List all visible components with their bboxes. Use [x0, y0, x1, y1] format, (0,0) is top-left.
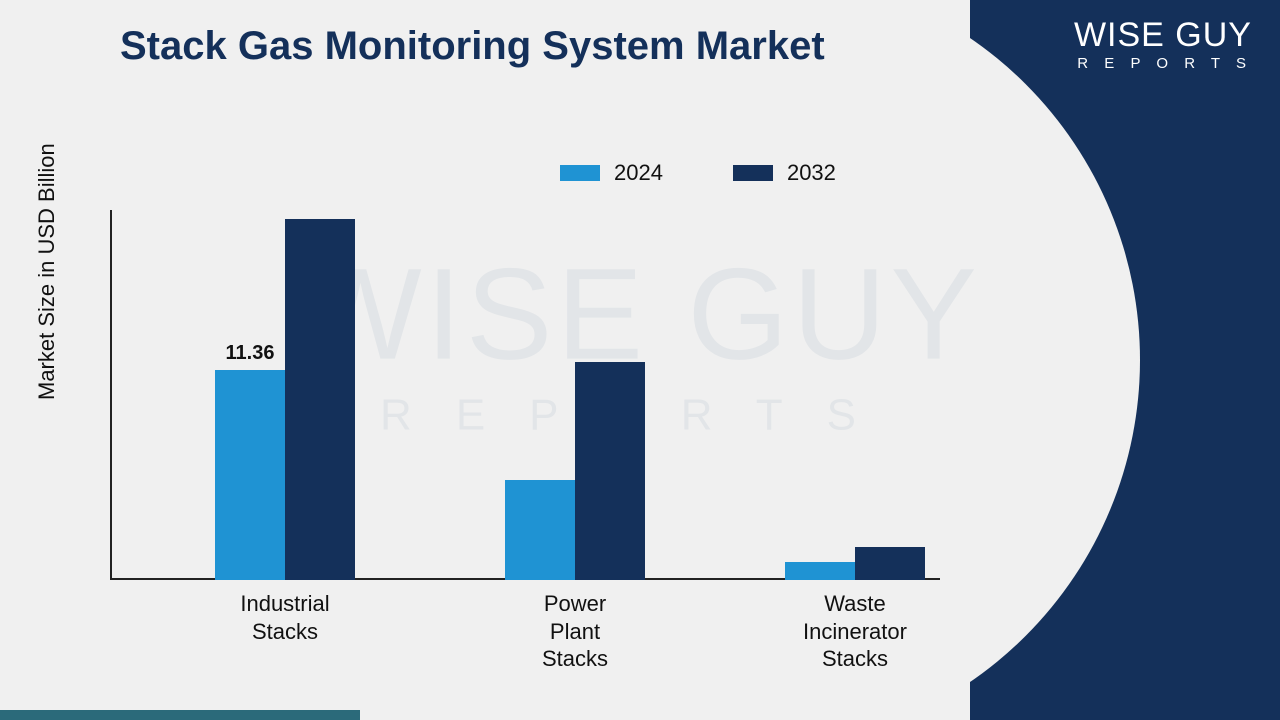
bar	[505, 480, 575, 580]
legend-item-2032: 2032	[733, 160, 836, 186]
plot-area: 11.36	[110, 210, 940, 580]
bar-value-label: 11.36	[226, 342, 275, 365]
legend-label-2032: 2032	[787, 160, 836, 186]
y-axis-line	[110, 210, 112, 580]
brand-logo: WISE GUY R E P O R T S	[1074, 18, 1252, 71]
bar	[285, 219, 355, 580]
bar-group	[770, 547, 940, 580]
chart-title: Stack Gas Monitoring System Market	[120, 24, 825, 69]
bar	[785, 562, 855, 581]
bottom-accent-bar	[0, 710, 360, 720]
legend-label-2024: 2024	[614, 160, 663, 186]
chart-canvas: WISE GUY REPORTS Stack Gas Monitoring Sy…	[0, 0, 1280, 720]
bar	[575, 362, 645, 580]
legend-item-2024: 2024	[560, 160, 663, 186]
y-axis-label: Market Size in USD Billion	[34, 143, 60, 400]
bar	[855, 547, 925, 580]
x-axis-labels: IndustrialStacksPowerPlantStacksWasteInc…	[110, 582, 940, 692]
legend-swatch-2024	[560, 165, 600, 181]
brand-panel	[970, 0, 1280, 720]
x-tick-label: PowerPlantStacks	[485, 590, 665, 673]
bar: 11.36	[215, 370, 285, 580]
brand-name: WISE GUY	[1074, 18, 1252, 52]
legend: 2024 2032	[560, 160, 836, 186]
bar-group	[490, 362, 660, 580]
x-tick-label: IndustrialStacks	[195, 590, 375, 645]
brand-sub: R E P O R T S	[1074, 56, 1252, 71]
legend-swatch-2032	[733, 165, 773, 181]
bar-group: 11.36	[200, 219, 370, 580]
x-tick-label: WasteIncineratorStacks	[765, 590, 945, 673]
